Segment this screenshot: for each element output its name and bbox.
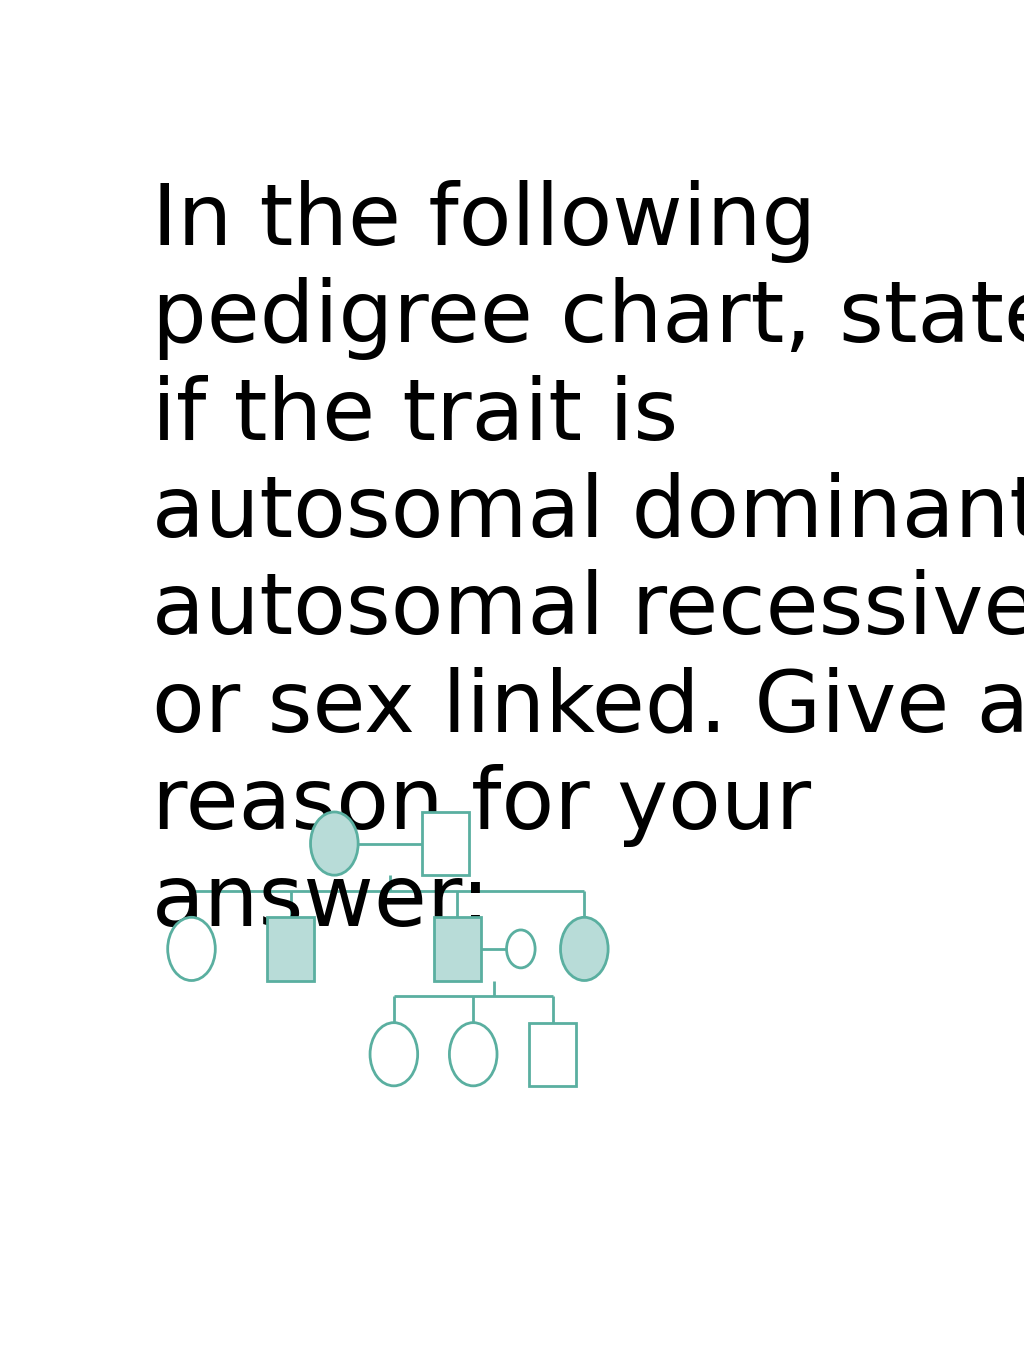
Circle shape — [310, 813, 358, 876]
Circle shape — [450, 1023, 497, 1086]
Text: In the following
pedigree chart, state
if the trait is
autosomal dominant,
autos: In the following pedigree chart, state i… — [152, 181, 1024, 944]
Circle shape — [560, 918, 608, 981]
Circle shape — [507, 930, 536, 969]
Bar — [528, 1023, 577, 1086]
Circle shape — [168, 918, 215, 981]
Bar — [267, 918, 314, 981]
Bar — [422, 813, 469, 876]
Circle shape — [370, 1023, 418, 1086]
Bar — [433, 918, 481, 981]
